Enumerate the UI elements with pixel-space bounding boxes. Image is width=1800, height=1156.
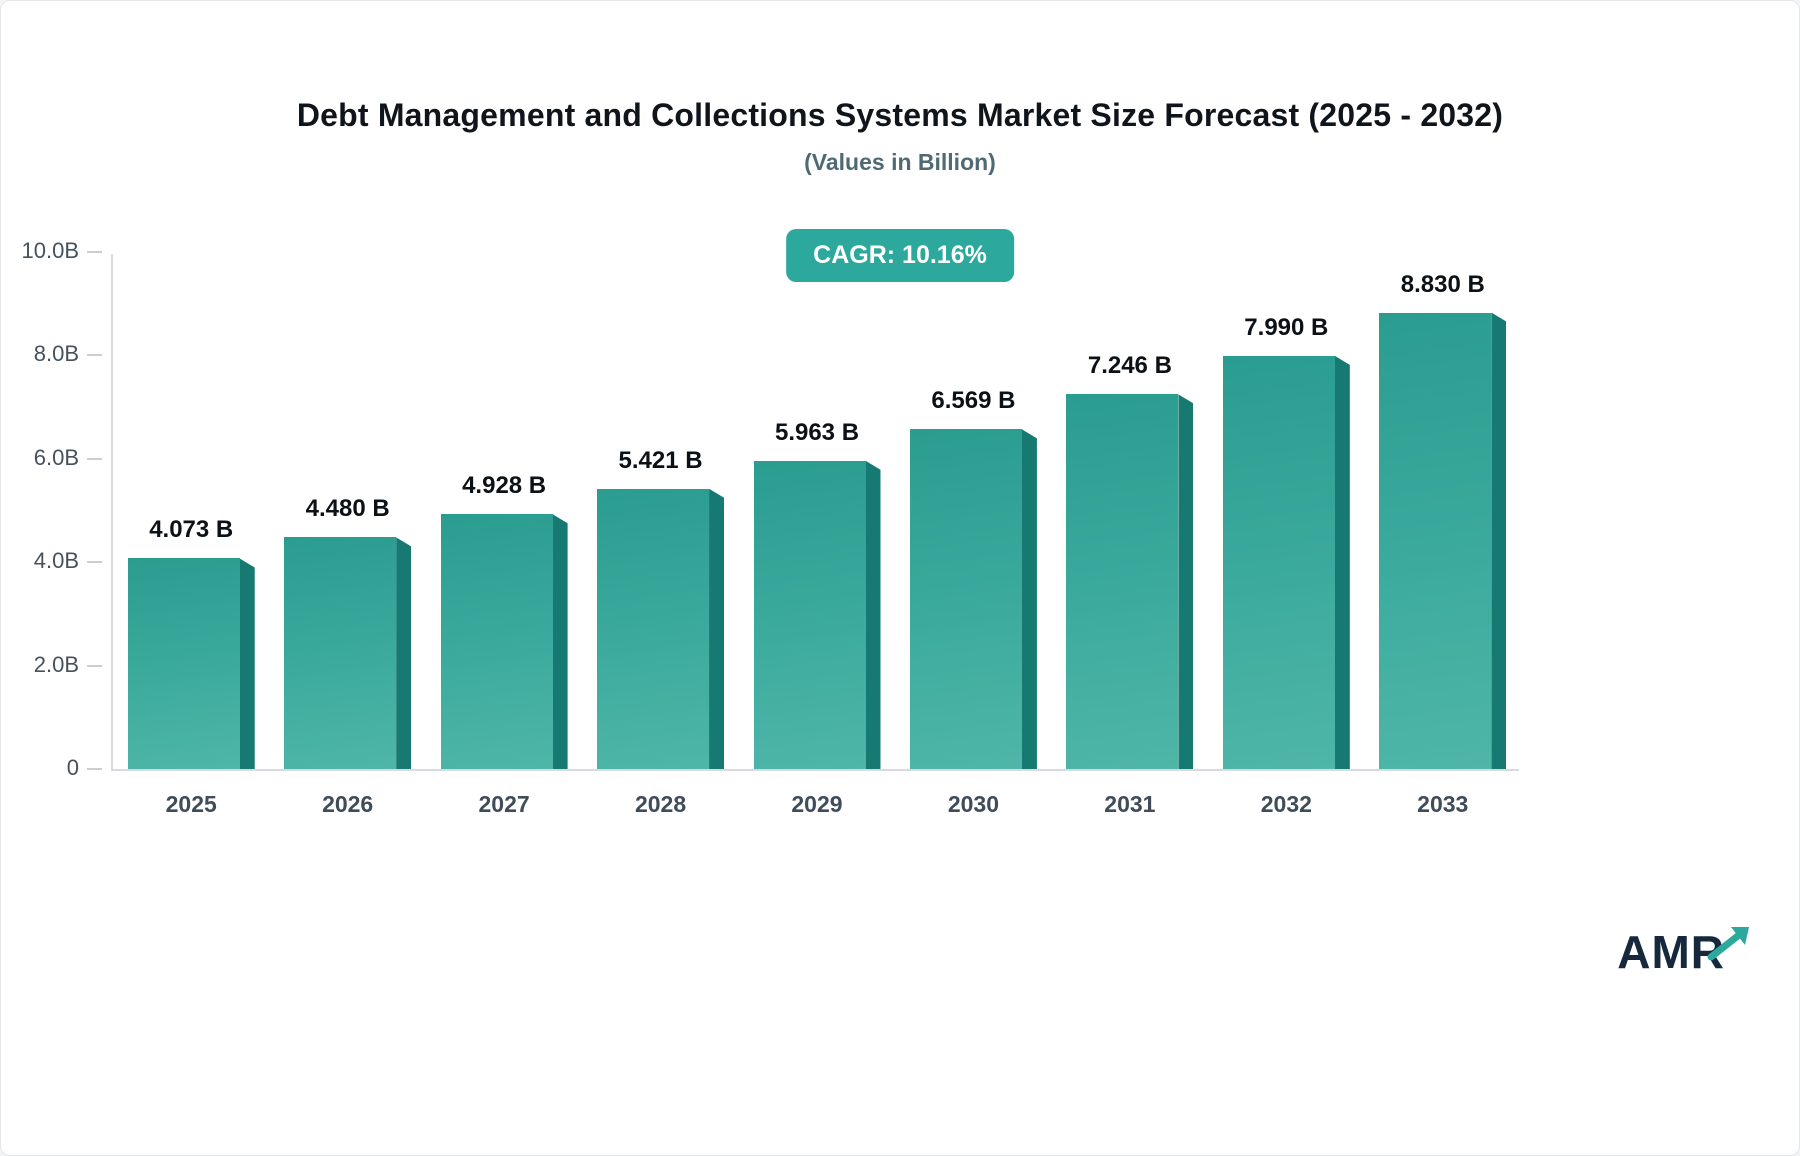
bar-face: [597, 488, 710, 769]
bar-face: [284, 537, 397, 769]
bar-2028: 5.421 B: [597, 447, 725, 769]
x-axis-label: 2025: [165, 791, 217, 817]
y-tick-label: 2.0B: [33, 651, 79, 677]
y-tick-mark: [87, 768, 102, 770]
chart-subtitle: (Values in Billion): [804, 149, 996, 175]
bar-side: [1334, 355, 1350, 769]
y-tick-mark: [87, 561, 102, 564]
amr-logo-text: AMR: [1617, 926, 1725, 978]
y-tick-mark: [87, 457, 102, 460]
bar-2029: 5.963 B: [753, 419, 881, 769]
y-tick-mark: [87, 664, 102, 667]
amr-logo: AMR: [1617, 925, 1753, 979]
bar-2026: 4.480 B: [284, 495, 412, 769]
bar-side: [239, 558, 255, 769]
bar-face: [753, 460, 866, 769]
x-axis-label: 2032: [1260, 791, 1312, 817]
x-axis-label: 2026: [322, 791, 374, 817]
bar-side: [1178, 394, 1194, 769]
growth-arrow-icon: [1707, 923, 1753, 968]
bar-side: [1491, 312, 1507, 769]
y-tick-mark: [87, 354, 102, 357]
x-axis-label: 2027: [478, 791, 530, 817]
bar-face: [1066, 394, 1179, 769]
bar-face: [440, 514, 553, 769]
bar-face: [1222, 355, 1335, 769]
y-tick-label: 10.0B: [21, 238, 80, 263]
x-axis-label: 2028: [634, 791, 687, 817]
bar-side: [1021, 429, 1037, 769]
y-tick-label: 0: [66, 755, 79, 780]
bar-face: [127, 558, 240, 769]
bar-value-label: 8.830 B: [1400, 270, 1485, 298]
bar-value-label: 4.480 B: [305, 495, 390, 523]
y-tick-label: 6.0B: [33, 444, 79, 470]
bar-face: [909, 429, 1022, 769]
bar-side: [709, 488, 725, 769]
bar-2032: 7.990 B: [1222, 314, 1350, 769]
y-tick-label: 8.0B: [33, 341, 79, 367]
bar-2033: 8.830 B: [1379, 271, 1507, 769]
y-tick-label: 4.0B: [33, 548, 79, 574]
bar-side: [552, 514, 568, 769]
bar-value-label: 5.421 B: [618, 446, 703, 474]
x-axis-label: 2030: [947, 791, 1000, 817]
chart-title: Debt Management and Collections Systems …: [296, 97, 1504, 133]
x-axis-label: 2033: [1417, 791, 1469, 817]
plot-area: 0 2.0B 4.0B 6.0B 8.0B 10.0B 4.073 B 2025 4.480 B…: [22, 238, 1519, 817]
bar-2031: 7.246 B: [1066, 352, 1194, 769]
bar-side: [865, 460, 881, 769]
y-tick-mark: [87, 251, 102, 253]
x-axis-label: 2031: [1104, 791, 1156, 817]
bar-2030: 6.569 B: [909, 387, 1037, 769]
bar-2025: 4.073 B: [127, 516, 255, 769]
bar-face: [1379, 312, 1492, 769]
bar-value-label: 6.569 B: [931, 387, 1016, 415]
bar-value-label: 7.246 B: [1087, 352, 1172, 380]
bar-value-label: 4.928 B: [462, 472, 547, 500]
bar-side: [396, 537, 412, 769]
cagr-badge: CAGR: 10.16%: [786, 229, 1014, 282]
bar-value-label: 4.073 B: [149, 516, 234, 544]
bar-value-label: 7.990 B: [1244, 313, 1329, 341]
bar-value-label: 5.963 B: [774, 418, 860, 446]
bar-2027: 4.928 B: [440, 472, 568, 769]
x-axis-label: 2029: [791, 791, 843, 817]
